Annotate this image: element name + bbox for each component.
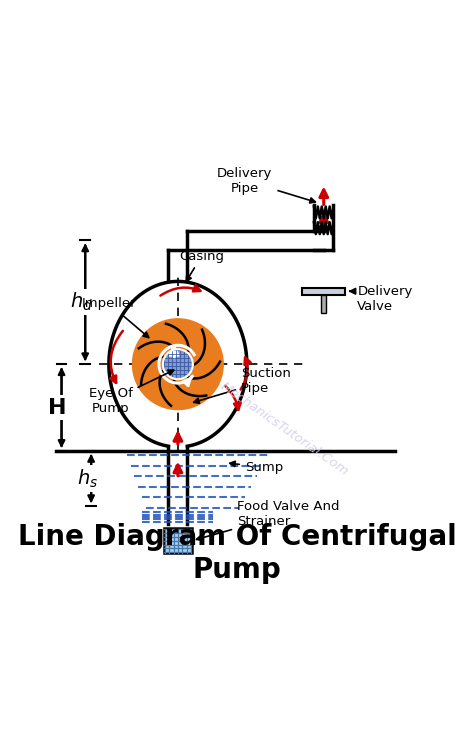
Text: H: H	[48, 398, 67, 417]
Circle shape	[133, 319, 223, 410]
Bar	[164, 528, 192, 553]
Bar	[321, 295, 326, 312]
Text: Line Diagram Of Centrifugal
Pump: Line Diagram Of Centrifugal Pump	[18, 523, 456, 584]
Text: Casing: Casing	[179, 249, 224, 281]
Text: MechanicsTutorial.Com: MechanicsTutorial.Com	[218, 380, 351, 479]
Text: Suction
Pipe: Suction Pipe	[194, 367, 291, 403]
Circle shape	[163, 349, 193, 380]
Text: Delivery
Valve: Delivery Valve	[357, 285, 413, 313]
Text: Eye Of
Pump: Eye Of Pump	[89, 370, 173, 414]
Bar	[302, 288, 346, 295]
Text: $h_s$: $h_s$	[77, 467, 98, 490]
Text: Sump: Sump	[230, 460, 283, 474]
Text: Food Valve And
Strainer: Food Valve And Strainer	[197, 500, 339, 541]
Text: Delivery
Pipe: Delivery Pipe	[217, 166, 315, 203]
Text: Impeller: Impeller	[82, 297, 149, 337]
Text: $h_d$: $h_d$	[70, 291, 93, 314]
